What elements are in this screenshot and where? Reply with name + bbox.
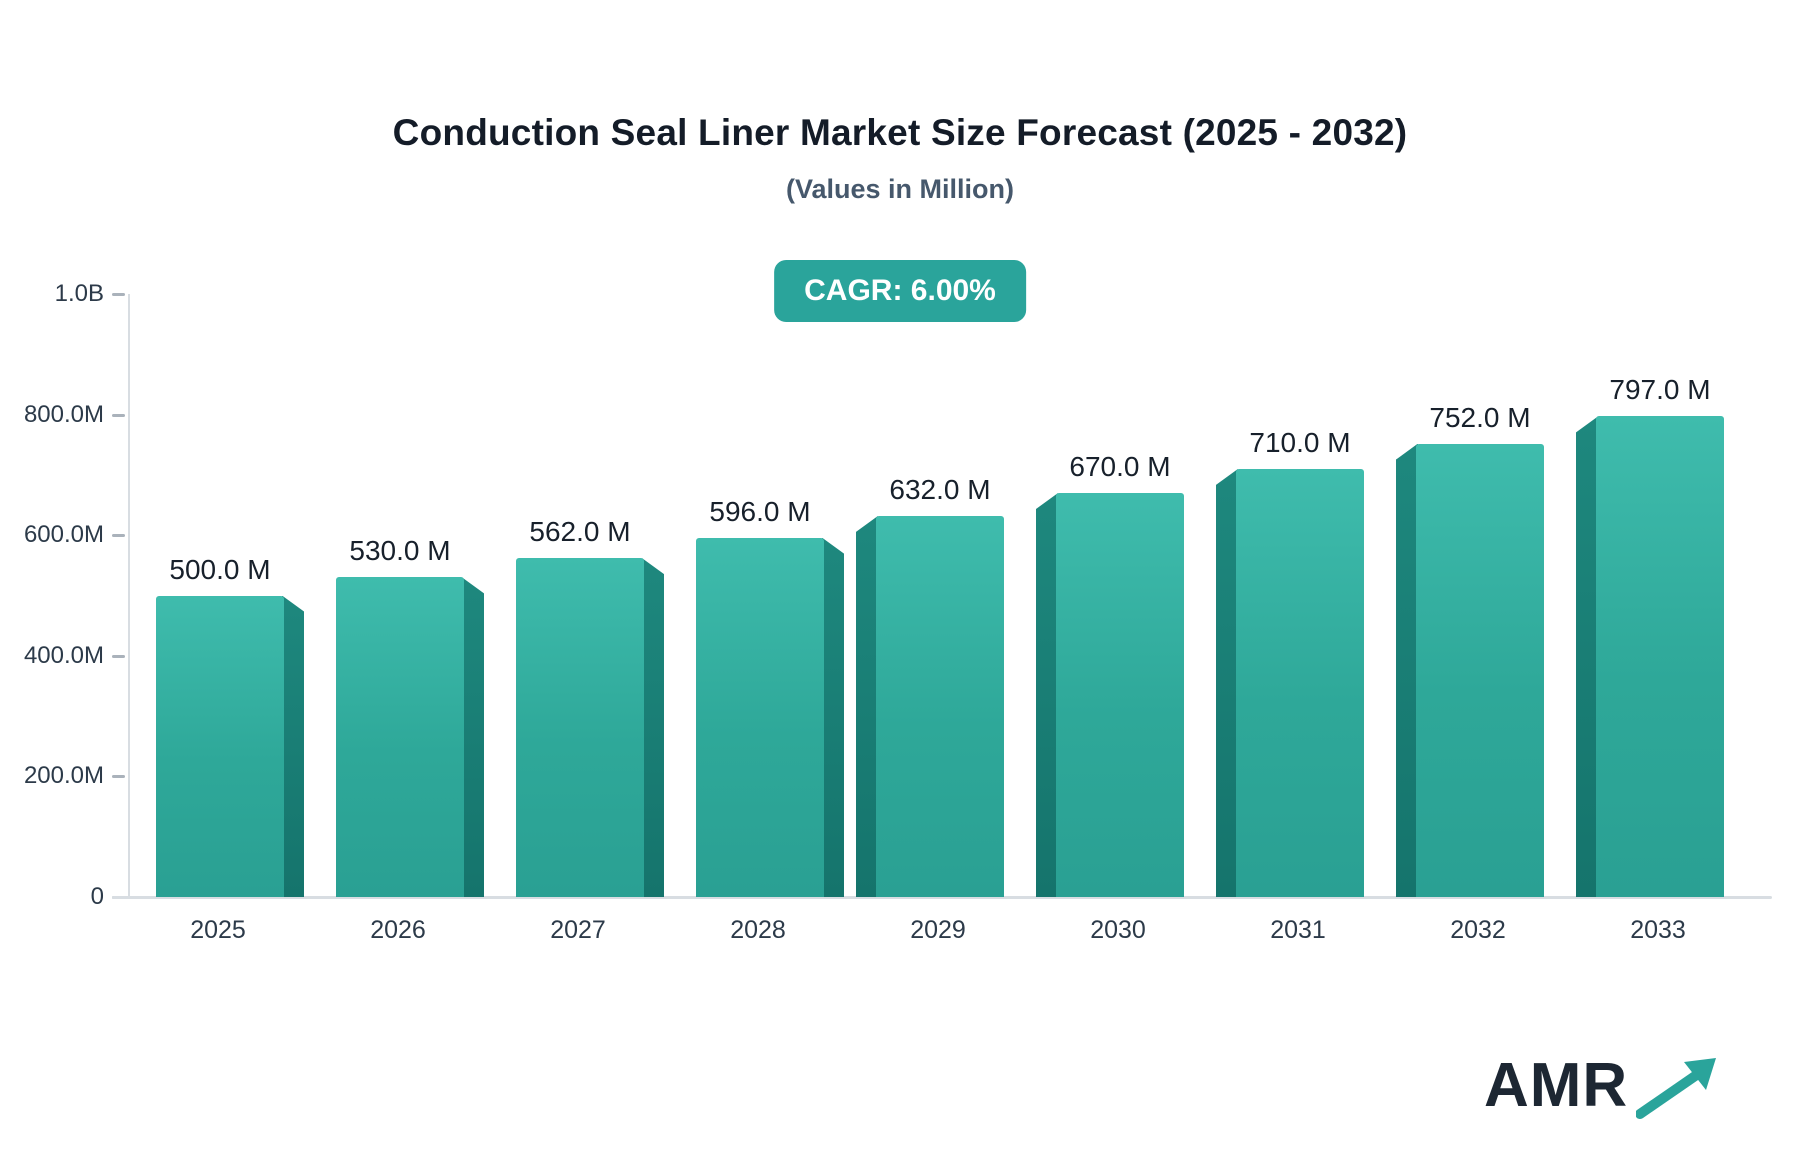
- amr-logo: AMR: [1484, 1042, 1716, 1128]
- bar-2025[interactable]: 500.0 M: [140, 554, 304, 897]
- amr-logo-arrow-icon: [1636, 1058, 1716, 1119]
- bar-side-face: [1036, 493, 1058, 897]
- y-axis-tick-mark: [112, 534, 125, 538]
- x-axis-label-2032: 2032: [1450, 916, 1506, 944]
- bar-value-label: 710.0 M: [1249, 426, 1351, 458]
- bar-face: [1596, 416, 1724, 897]
- x-axis-labels: 2025 2026 2027 2028 2029 2030 2031 2032 2033: [128, 916, 1748, 945]
- y-axis-tick-label: 200.0M: [23, 762, 104, 790]
- bar-face: [1056, 493, 1184, 897]
- chart-subtitle: (Values in Million): [785, 174, 1015, 204]
- bar-face: [156, 595, 284, 897]
- x-axis-line: [112, 896, 1772, 899]
- y-axis-tick-label: 400.0M: [23, 641, 104, 669]
- bar-side-face: [822, 537, 844, 897]
- bar-value-label: 752.0 M: [1429, 401, 1531, 433]
- amr-logo-text: AMR: [1484, 1051, 1629, 1120]
- bar-value-label: 562.0 M: [529, 516, 631, 548]
- bar-side-face: [1216, 468, 1238, 897]
- x-axis-label-2030: 2030: [1090, 916, 1146, 944]
- bar-2030[interactable]: 670.0 M: [1036, 451, 1200, 897]
- y-axis: 0 200.0M 400.0M 600.0M 800.0M 1.0B: [0, 280, 150, 910]
- bar-2033[interactable]: 797.0 M: [1576, 374, 1740, 897]
- y-axis-tick-mark: [112, 775, 125, 779]
- bar-face: [1416, 443, 1544, 897]
- x-axis-label-2031: 2031: [1270, 916, 1326, 944]
- y-axis-tick-mark: [112, 654, 125, 658]
- y-axis-tick-mark: [112, 413, 125, 417]
- y-axis-tick-label: 1.0B: [54, 280, 104, 307]
- bar-side-face: [282, 595, 304, 897]
- bar-face: [876, 515, 1004, 897]
- bar-face: [1236, 468, 1364, 897]
- bar-2031[interactable]: 710.0 M: [1216, 427, 1380, 897]
- y-axis-tick-label: 800.0M: [23, 400, 104, 428]
- bar-value-label: 500.0 M: [169, 553, 271, 585]
- x-axis-label-2033: 2033: [1630, 916, 1686, 944]
- cagr-badge: CAGR: 6.00%: [774, 260, 1026, 322]
- bar-2028[interactable]: 596.0 M: [680, 496, 844, 897]
- bar-face: [696, 537, 824, 897]
- bar-side-face: [642, 558, 664, 897]
- bar-value-label: 530.0 M: [349, 535, 451, 567]
- bar-face: [336, 577, 464, 897]
- x-axis-label-2025: 2025: [190, 916, 246, 944]
- x-axis-label-2026: 2026: [370, 916, 426, 944]
- plot-area: 500.0 M 530.0 M 562.0 M 596.0 M 632.0 M 670.0…: [128, 294, 1750, 897]
- bar-2032[interactable]: 752.0 M: [1396, 402, 1560, 897]
- bar-2027[interactable]: 562.0 M: [500, 516, 664, 897]
- x-axis-label-2029: 2029: [910, 916, 966, 944]
- bar-value-label: 596.0 M: [709, 495, 811, 527]
- bar-2029[interactable]: 632.0 M: [856, 474, 1020, 897]
- bar-side-face: [1576, 416, 1598, 897]
- x-axis-label-2028: 2028: [730, 916, 786, 944]
- bar-2026[interactable]: 530.0 M: [320, 535, 484, 897]
- chart-title: Conduction Seal Liner Market Size Foreca…: [392, 112, 1408, 153]
- bar-side-face: [462, 577, 484, 897]
- y-axis-tick-label: 0: [90, 883, 104, 910]
- bars-container: 500.0 M 530.0 M 562.0 M 596.0 M 632.0 M 670.0…: [130, 294, 1750, 897]
- bar-value-label: 670.0 M: [1069, 451, 1171, 482]
- y-axis-tick-label: 600.0M: [23, 521, 104, 549]
- y-axis-tick-mark: [112, 293, 125, 296]
- x-axis-label-2027: 2027: [550, 916, 606, 944]
- bar-side-face: [1396, 443, 1418, 897]
- bar-value-label: 797.0 M: [1609, 374, 1711, 406]
- bar-value-label: 632.0 M: [889, 473, 991, 505]
- bar-side-face: [856, 515, 878, 897]
- bar-face: [516, 558, 644, 897]
